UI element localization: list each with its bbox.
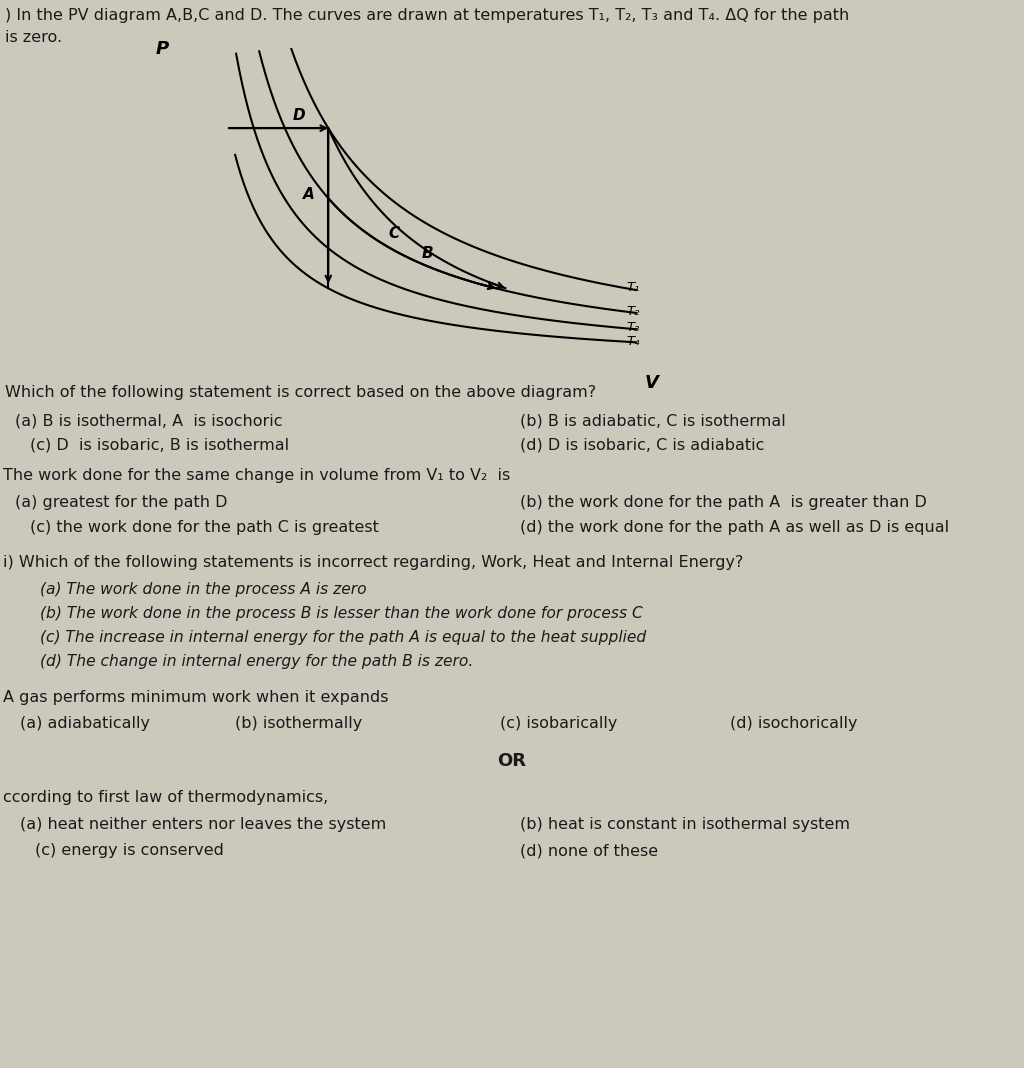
Text: (c) The increase in internal energy for the path A is equal to the heat supplied: (c) The increase in internal energy for … [40,630,646,645]
Text: is zero.: is zero. [5,30,62,45]
Text: (b) the work done for the path A  is greater than D: (b) the work done for the path A is grea… [520,494,927,511]
Text: T₁: T₁ [627,281,640,294]
Text: (b) B is adiabatic, C is isothermal: (b) B is adiabatic, C is isothermal [520,413,785,428]
Text: T₂: T₂ [627,304,640,317]
Text: (c) the work done for the path C is greatest: (c) the work done for the path C is grea… [30,520,379,535]
Text: (a) greatest for the path D: (a) greatest for the path D [15,494,227,511]
Text: T₄: T₄ [627,335,640,348]
Text: (a) adiabatically: (a) adiabatically [20,716,150,731]
Text: (c) D  is isobaric, B is isothermal: (c) D is isobaric, B is isothermal [30,438,289,453]
Text: D: D [293,108,305,123]
Text: (d) D is isobaric, C is adiabatic: (d) D is isobaric, C is adiabatic [520,438,764,453]
Text: (a) heat neither enters nor leaves the system: (a) heat neither enters nor leaves the s… [20,817,386,832]
Text: (d) The change in internal energy for the path B is zero.: (d) The change in internal energy for th… [40,654,473,669]
Text: T₃: T₃ [627,321,640,334]
Text: i) Which of the following statements is incorrect regarding, Work, Heat and Inte: i) Which of the following statements is … [3,555,743,570]
Text: ) In the PV diagram A,B,C and D. The curves are drawn at temperatures T₁, T₂, T₃: ) In the PV diagram A,B,C and D. The cur… [5,7,849,23]
Text: The work done for the same change in volume from V₁ to V₂  is: The work done for the same change in vol… [3,468,510,483]
Text: A: A [303,187,314,202]
Text: B: B [422,247,433,262]
Text: (c) energy is conserved: (c) energy is conserved [35,843,224,858]
Text: (d) isochorically: (d) isochorically [730,716,857,731]
Text: (b) The work done in the process B is lesser than the work done for process C: (b) The work done in the process B is le… [40,606,643,621]
Text: (a) The work done in the process A is zero: (a) The work done in the process A is ze… [40,582,367,597]
Text: A gas performs minimum work when it expands: A gas performs minimum work when it expa… [3,690,388,705]
Text: (d) the work done for the path A as well as D is equal: (d) the work done for the path A as well… [520,520,949,535]
Text: ccording to first law of thermodynamics,: ccording to first law of thermodynamics, [3,790,329,805]
Text: (d) none of these: (d) none of these [520,843,658,858]
Text: (b) heat is constant in isothermal system: (b) heat is constant in isothermal syste… [520,817,850,832]
Text: Which of the following statement is correct based on the above diagram?: Which of the following statement is corr… [5,384,596,400]
Text: (c) isobarically: (c) isobarically [500,716,617,731]
Text: (b) isothermally: (b) isothermally [234,716,362,731]
Text: P: P [156,41,169,59]
Text: V: V [645,374,659,392]
Text: OR: OR [498,752,526,770]
Text: C: C [389,226,400,241]
Text: (a) B is isothermal, A  is isochoric: (a) B is isothermal, A is isochoric [15,413,283,428]
